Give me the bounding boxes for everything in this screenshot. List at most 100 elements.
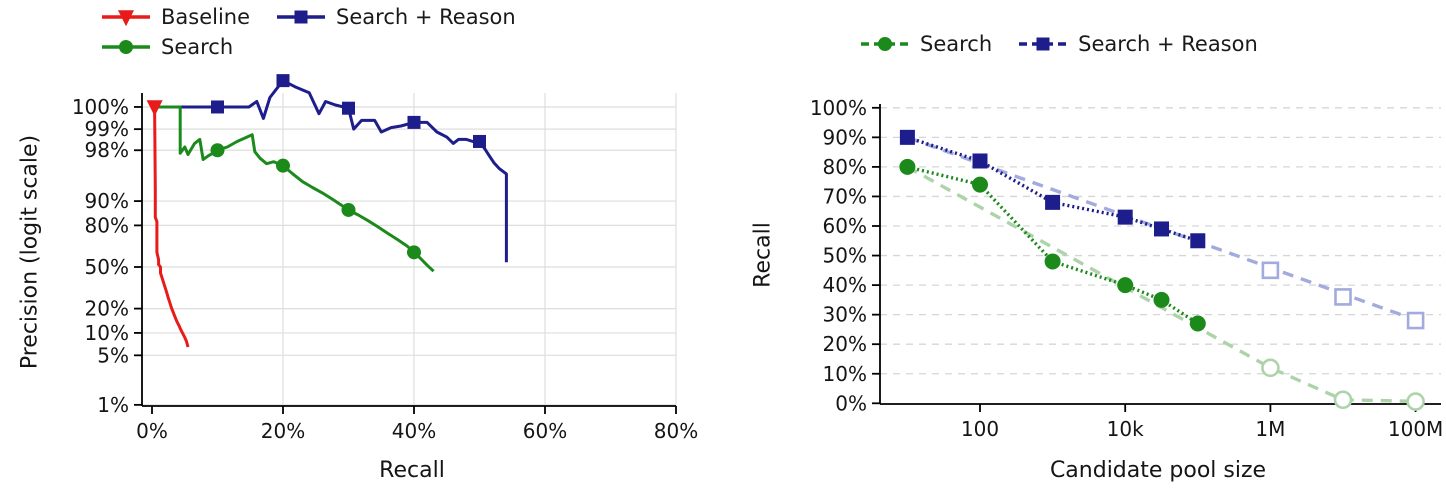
right-y-tick-label: 30% xyxy=(823,303,867,327)
right-y-tick-label: 60% xyxy=(823,214,867,238)
left-chart-axes: 0% 20% 40% 60% 80%100%99%98%90%80%50%20%10%5… xyxy=(72,93,698,443)
legend-left-row1: Baseline Search + Reason xyxy=(101,5,516,29)
left-y-tick-label: 5% xyxy=(97,343,129,367)
legend-label-baseline: Baseline xyxy=(161,5,251,29)
circle-marker xyxy=(341,202,356,217)
right-y-axis-label: Recall xyxy=(750,222,776,288)
legend-left-row2: Search xyxy=(101,35,516,59)
sw-baseline-svg xyxy=(102,10,150,27)
legend-entry-search: Search xyxy=(101,35,233,59)
square-marker xyxy=(1036,37,1050,51)
right-x-tick-label: 100M xyxy=(1388,417,1443,441)
right-chart-grid xyxy=(880,107,1441,375)
circle-hollow-marker xyxy=(1261,358,1280,378)
right-y-tick-label: 100% xyxy=(810,96,867,120)
right-y-tick-label: 0% xyxy=(835,391,867,415)
sw-search-r-svg xyxy=(861,37,909,51)
legend-right: Search Search + Reason xyxy=(860,32,1258,56)
search-marker-icon xyxy=(101,35,151,59)
left-y-tick-label: 20% xyxy=(85,297,129,321)
left-chart-grid xyxy=(142,93,677,406)
right-x-tick-label: 10k xyxy=(1107,417,1144,441)
circle-marker xyxy=(878,37,892,51)
left-y-tick-label: 50% xyxy=(85,255,129,279)
search-reason-marker-icon xyxy=(276,5,326,29)
legend-left: Baseline Search + Reason Search xyxy=(101,5,516,59)
square-marker xyxy=(211,100,224,114)
left-x-tick-label: 20% xyxy=(261,419,305,443)
left-y-tick-label: 90% xyxy=(85,189,129,213)
right-y-tick-label: 40% xyxy=(823,273,867,297)
left-y-tick-label: 100% xyxy=(72,95,129,119)
right-x-axis-label: Candidate pool size xyxy=(1049,458,1267,483)
left-x-tick-label: 80% xyxy=(654,419,698,443)
right-chart-axes: 100 10k 1M 100M 0% 10% 20% 30% 40% 50% 60% 70% 80% 90… xyxy=(810,96,1444,441)
series-search-reason xyxy=(899,129,1206,249)
right-y-tick-label: 90% xyxy=(823,125,867,149)
series-search xyxy=(154,105,435,273)
circle-marker xyxy=(899,158,916,175)
left-x-tick-label: 60% xyxy=(523,419,567,443)
left-y-tick-label: 98% xyxy=(85,138,129,162)
search-reason-dashed-marker-icon xyxy=(1018,32,1068,56)
circle-marker xyxy=(1153,291,1170,308)
legend-entry-search-reason-right: Search + Reason xyxy=(1018,32,1258,56)
legend-entry-baseline: Baseline xyxy=(101,5,250,29)
legend-right-row: Search Search + Reason xyxy=(860,32,1258,56)
circle-marker xyxy=(1117,277,1134,294)
square-marker xyxy=(899,129,915,145)
right-x-tick-label: 1M xyxy=(1255,417,1285,441)
legend-label-search-reason: Search + Reason xyxy=(336,5,516,29)
circle-marker xyxy=(1044,253,1061,270)
left-y-tick-label: 1% xyxy=(97,393,129,417)
left-x-axis-label: Recall xyxy=(379,458,445,483)
circle-hollow-marker xyxy=(1333,390,1353,410)
legend-label-search: Search xyxy=(161,35,234,59)
right-y-tick-label: 70% xyxy=(823,184,867,208)
series-search-reason xyxy=(154,74,508,263)
left-y-axis-label: Precision (logit scale) xyxy=(17,134,43,370)
square-marker xyxy=(342,101,355,115)
circle-marker xyxy=(1189,315,1206,332)
legend-entry-search-right: Search xyxy=(860,32,992,56)
square-marker xyxy=(294,10,308,24)
right-y-tick-label: 80% xyxy=(823,155,867,179)
right-y-tick-label: 20% xyxy=(823,332,867,356)
square-marker xyxy=(1045,194,1061,210)
square-marker xyxy=(276,74,290,88)
square-marker xyxy=(1117,209,1133,225)
square-hollow-marker xyxy=(1261,261,1280,280)
left-y-tick-label: 10% xyxy=(85,321,129,345)
circle-hollow-marker xyxy=(1406,392,1425,411)
legend-label-search-right: Search xyxy=(920,32,993,56)
right-y-tick-label: 10% xyxy=(823,362,867,386)
circle-marker xyxy=(407,245,421,260)
left-y-tick-label: 99% xyxy=(85,117,129,141)
left-y-tick-label: 80% xyxy=(85,213,129,237)
square-marker xyxy=(972,153,988,169)
baseline-marker-icon xyxy=(101,5,151,29)
circle-marker xyxy=(276,158,290,173)
square-marker xyxy=(1154,221,1169,237)
left-x-tick-label: 0% xyxy=(136,419,168,443)
square-marker xyxy=(407,115,421,129)
square-marker xyxy=(473,134,486,148)
right-y-tick-label: 50% xyxy=(823,244,867,268)
series-search-extrapolated-fit- xyxy=(906,165,1425,411)
triangle-down-marker xyxy=(118,10,134,27)
legend-entry-search-reason: Search + Reason xyxy=(276,5,516,29)
square-marker xyxy=(1190,233,1206,249)
search-dashed-marker-icon xyxy=(860,32,910,56)
sw-reason-svg xyxy=(277,10,326,24)
triangle-down-marker xyxy=(146,100,163,117)
circle-marker xyxy=(972,176,988,193)
right-x-tick-label: 100 xyxy=(961,417,999,441)
legend-label-search-reason-right: Search + Reason xyxy=(1078,32,1258,56)
left-x-tick-label: 40% xyxy=(392,419,436,443)
sw-search-svg xyxy=(102,40,150,54)
series-search xyxy=(899,158,1206,332)
sw-reason-r-svg xyxy=(1019,37,1068,51)
square-hollow-marker xyxy=(1334,288,1352,306)
